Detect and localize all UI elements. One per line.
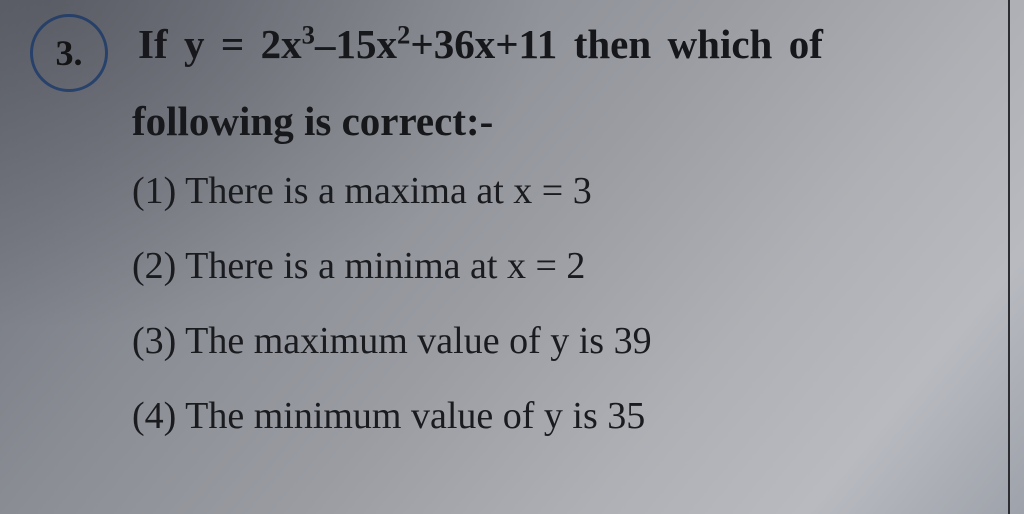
question-text-line2: following is correct:- — [0, 96, 1008, 147]
q-prefix: If y = 2x — [138, 21, 302, 67]
option-3: (3) The maximum value of y is 39 — [132, 319, 1008, 364]
option-1: (1) There is a maxima at x = 3 — [132, 169, 1008, 214]
option-2: (2) There is a minima at x = 2 — [132, 244, 1008, 289]
question-number: 3. — [56, 32, 83, 74]
page: 3. If y = 2x3–15x2+36x+11 then which of … — [0, 0, 1010, 514]
q-sup2: 2 — [397, 19, 410, 49]
q-mid1: –15x — [315, 21, 397, 67]
question-text-line1: If y = 2x3–15x2+36x+11 then which of — [108, 18, 968, 70]
question-row: 3. If y = 2x3–15x2+36x+11 then which of — [0, 0, 1008, 92]
options-list: (1) There is a maxima at x = 3 (2) There… — [0, 147, 1008, 438]
q-sup1: 3 — [302, 19, 315, 49]
option-4: (4) The minimum value of y is 35 — [132, 394, 1008, 439]
q-mid2: +36x+11 then which of — [410, 21, 823, 67]
question-number-circle: 3. — [30, 14, 108, 92]
